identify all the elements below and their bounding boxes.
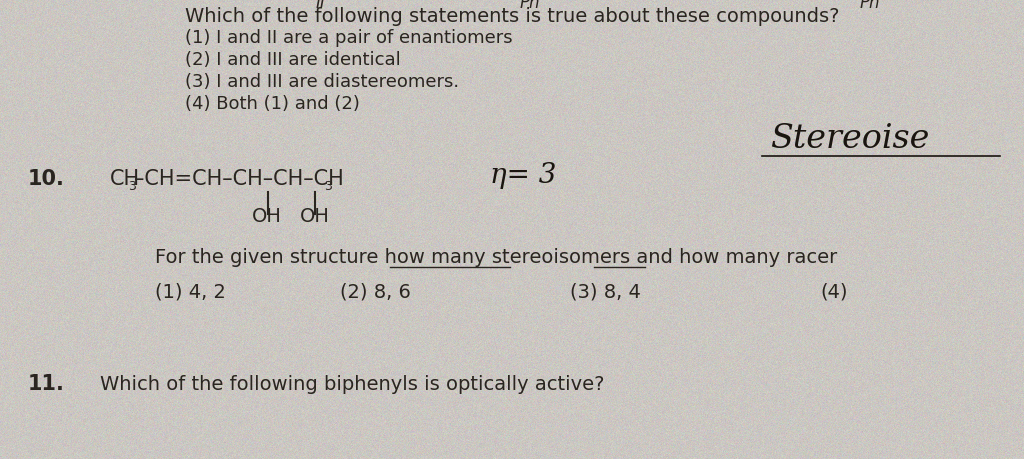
Text: Ph: Ph [520,0,541,12]
Text: For the given structure how many stereoisomers and how many racer: For the given structure how many stereoi… [155,247,838,266]
Text: II: II [315,0,325,12]
Text: (3) I and III are diastereomers.: (3) I and III are diastereomers. [185,73,459,91]
Text: CH: CH [110,168,140,189]
Text: (3) 8, 4: (3) 8, 4 [570,282,641,302]
Text: Ph: Ph [860,0,881,12]
Text: Stereoise: Stereoise [770,123,930,155]
Text: (2) 8, 6: (2) 8, 6 [340,282,411,302]
Text: (1) 4, 2: (1) 4, 2 [155,282,226,302]
Text: η= 3: η= 3 [490,162,556,189]
Text: (4): (4) [820,282,848,302]
Text: 3: 3 [128,179,136,193]
Text: 3: 3 [324,179,332,193]
Text: (1) I and II are a pair of enantiomers: (1) I and II are a pair of enantiomers [185,29,513,47]
Text: OH: OH [300,207,330,225]
Text: Which of the following biphenyls is optically active?: Which of the following biphenyls is opti… [100,374,604,393]
Text: (2) I and III are identical: (2) I and III are identical [185,51,400,69]
Text: –CH=CH–CH–CH–CH: –CH=CH–CH–CH–CH [134,168,344,189]
Text: OH: OH [252,207,282,225]
Text: (4) Both (1) and (2): (4) Both (1) and (2) [185,95,359,113]
Text: Which of the following statements is true about these compounds?: Which of the following statements is tru… [185,7,840,26]
Text: 11.: 11. [28,373,65,393]
Text: 10.: 10. [28,168,65,189]
